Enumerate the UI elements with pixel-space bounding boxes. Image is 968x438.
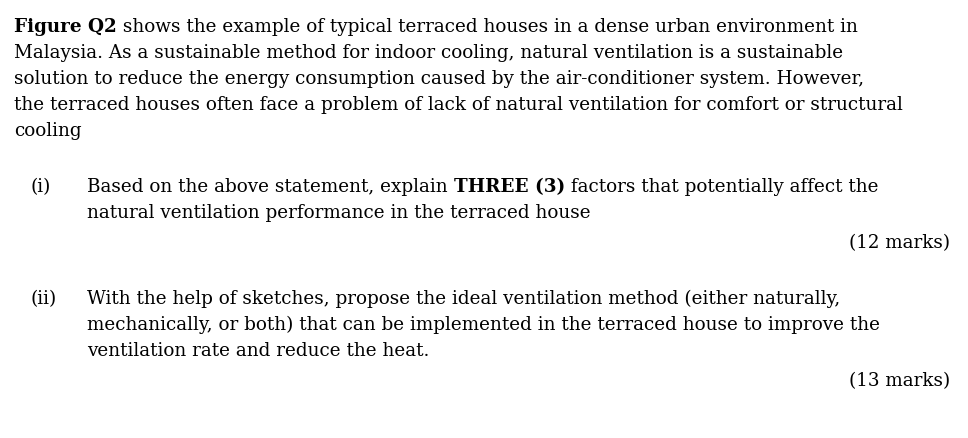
Text: THREE (3): THREE (3) <box>453 178 564 196</box>
Text: (13 marks): (13 marks) <box>849 372 950 390</box>
Text: ventilation rate and reduce the heat.: ventilation rate and reduce the heat. <box>87 342 430 360</box>
Text: Malaysia. As a sustainable method for indoor cooling, natural ventilation is a s: Malaysia. As a sustainable method for in… <box>14 44 843 62</box>
Text: natural ventilation performance in the terraced house: natural ventilation performance in the t… <box>87 204 590 222</box>
Text: factors that potentially affect the: factors that potentially affect the <box>564 178 878 196</box>
Text: Figure Q2: Figure Q2 <box>14 18 117 36</box>
Text: mechanically, or both) that can be implemented in the terraced house to improve : mechanically, or both) that can be imple… <box>87 316 880 334</box>
Text: (ii): (ii) <box>30 290 56 308</box>
Text: (i): (i) <box>30 178 50 196</box>
Text: cooling: cooling <box>14 122 81 140</box>
Text: solution to reduce the energy consumption caused by the air-conditioner system. : solution to reduce the energy consumptio… <box>14 70 864 88</box>
Text: With the help of sketches, propose the ideal ventilation method (either naturall: With the help of sketches, propose the i… <box>87 290 840 308</box>
Text: shows the example of typical terraced houses in a dense urban environment in: shows the example of typical terraced ho… <box>117 18 858 36</box>
Text: (12 marks): (12 marks) <box>849 234 950 252</box>
Text: Based on the above statement, explain: Based on the above statement, explain <box>87 178 453 196</box>
Text: the terraced houses often face a problem of lack of natural ventilation for comf: the terraced houses often face a problem… <box>14 96 903 114</box>
